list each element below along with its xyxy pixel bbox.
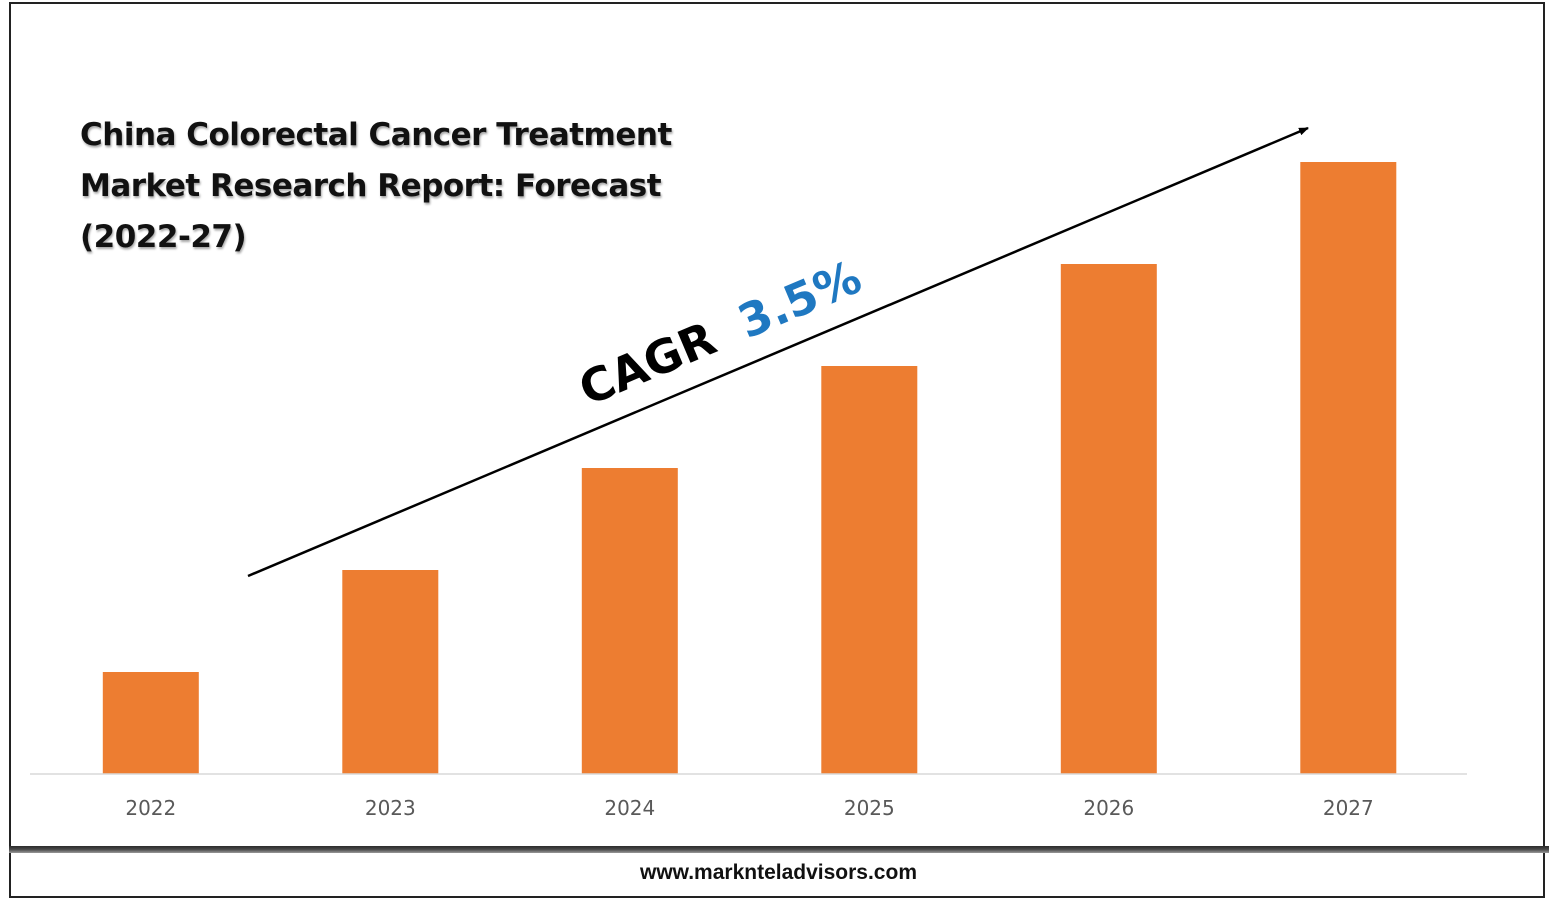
x-tick-label: 2022: [125, 796, 176, 820]
x-tick-label: 2023: [365, 796, 416, 820]
bar-2026: [1060, 264, 1157, 774]
x-tick-label: 2027: [1323, 796, 1374, 820]
bar-2023: [342, 570, 439, 774]
bar-2022: [102, 672, 199, 774]
cagr-value: 3.5%: [730, 250, 869, 349]
cagr-label: CAGR: [571, 311, 723, 416]
bar-2025: [821, 366, 918, 774]
x-tick-label: 2024: [604, 796, 655, 820]
x-tick-labels: 2022 2023 2024 2025 2026 2027: [125, 796, 1373, 820]
trend-arrow: [247, 126, 1309, 578]
x-tick-label: 2026: [1083, 796, 1134, 820]
website-url: www.marknteladvisors.com: [640, 861, 917, 884]
footer-divider: [9, 846, 1549, 853]
x-tick-label: 2025: [844, 796, 895, 820]
bars-group: [102, 162, 1397, 774]
bar-2024: [581, 468, 678, 774]
bar-2027: [1300, 162, 1397, 774]
chart-title: China Colorectal Cancer Treatment Market…: [80, 117, 672, 255]
chart-frame: [9, 2, 1545, 898]
